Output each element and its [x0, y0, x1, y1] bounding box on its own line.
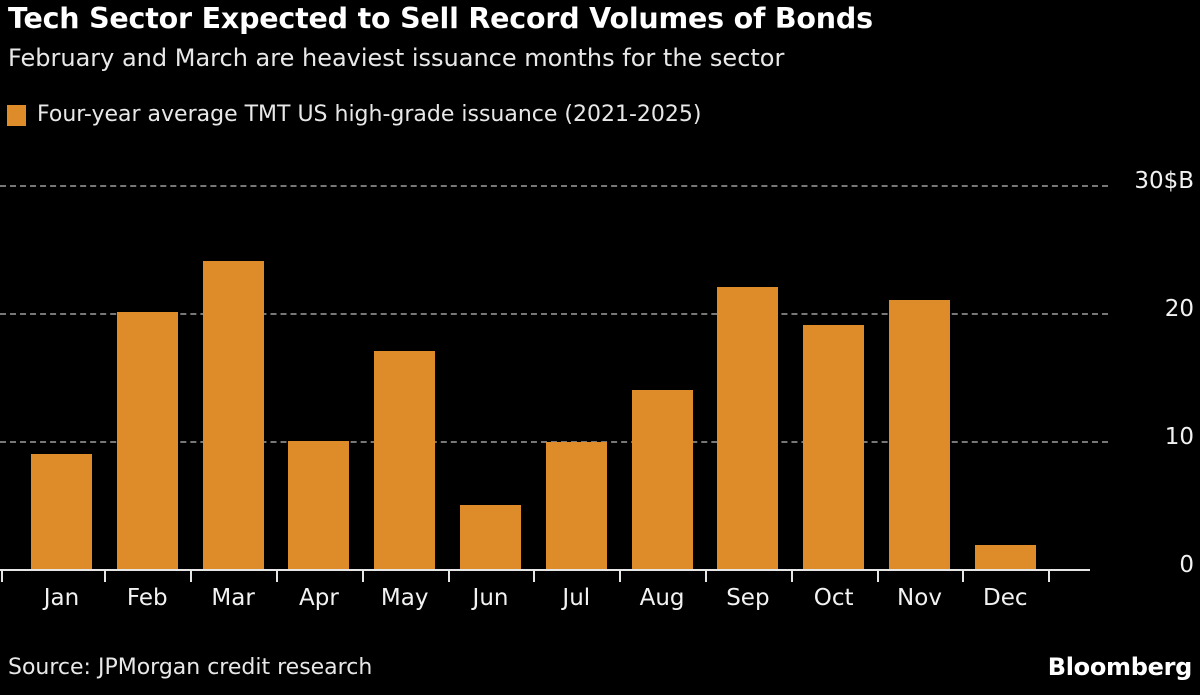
bar-aug[interactable] — [631, 389, 693, 569]
bar-apr[interactable] — [288, 441, 350, 569]
gridline — [0, 441, 1108, 443]
x-axis-tick — [791, 569, 793, 582]
x-axis-tick — [619, 569, 621, 582]
bar-oct[interactable] — [803, 324, 865, 569]
x-axis-label-aug: Aug — [639, 585, 685, 611]
x-axis-label-feb: Feb — [126, 585, 168, 611]
bar-feb[interactable] — [116, 311, 178, 569]
x-axis-tick — [533, 569, 535, 582]
y-axis-tick-label: 0 — [1179, 552, 1194, 578]
x-axis-tick — [877, 569, 879, 582]
legend-item-label: Four-year average TMT US high-grade issu… — [37, 102, 702, 127]
y-axis-tick-label: 10 — [1164, 424, 1194, 450]
page-subtitle: February and March are heaviest issuance… — [8, 44, 785, 72]
bar-jul[interactable] — [545, 442, 607, 569]
x-axis-label-may: May — [380, 585, 429, 611]
x-axis-tick — [448, 569, 450, 582]
x-axis-tick — [276, 569, 278, 582]
bar-may[interactable] — [374, 351, 436, 569]
x-axis-label-jun: Jun — [472, 585, 509, 611]
bar-jan[interactable] — [31, 453, 92, 569]
x-axis-label-oct: Oct — [813, 585, 854, 611]
chart-legend: Four-year average TMT US high-grade issu… — [7, 104, 702, 126]
x-axis-label-nov: Nov — [897, 585, 942, 611]
x-axis-label-apr: Apr — [298, 585, 339, 611]
source-note: Source: JPMorgan credit research — [8, 655, 373, 680]
gridline — [0, 185, 1108, 187]
x-axis-tick — [1048, 569, 1050, 582]
x-axis-line — [0, 569, 1090, 571]
bar-nov[interactable] — [889, 300, 950, 569]
x-axis-label-mar: Mar — [211, 585, 255, 611]
bar-jun[interactable] — [460, 505, 521, 569]
y-axis-tick-label: 30$B — [1134, 168, 1194, 194]
x-axis-tick — [104, 569, 106, 582]
bloomberg-logo: Bloomberg — [1047, 653, 1193, 681]
bar-sep[interactable] — [717, 287, 779, 569]
bar-mar[interactable] — [202, 260, 264, 569]
x-axis-tick — [962, 569, 964, 582]
x-axis-label-jul: Jul — [562, 585, 591, 611]
y-axis-tick-label: 20 — [1164, 296, 1194, 322]
x-axis-label-dec: Dec — [983, 585, 1028, 611]
page-title: Tech Sector Expected to Sell Record Volu… — [8, 2, 873, 35]
legend-swatch-icon — [7, 104, 26, 126]
gridline — [0, 313, 1108, 315]
x-axis-label-jan: Jan — [43, 585, 80, 611]
x-axis-tick — [362, 569, 364, 582]
x-axis-tick — [705, 569, 707, 582]
x-axis-label-sep: Sep — [726, 585, 770, 611]
x-axis-tick — [190, 569, 192, 582]
bar-dec[interactable] — [974, 544, 1036, 569]
x-axis-tick — [1, 569, 3, 582]
